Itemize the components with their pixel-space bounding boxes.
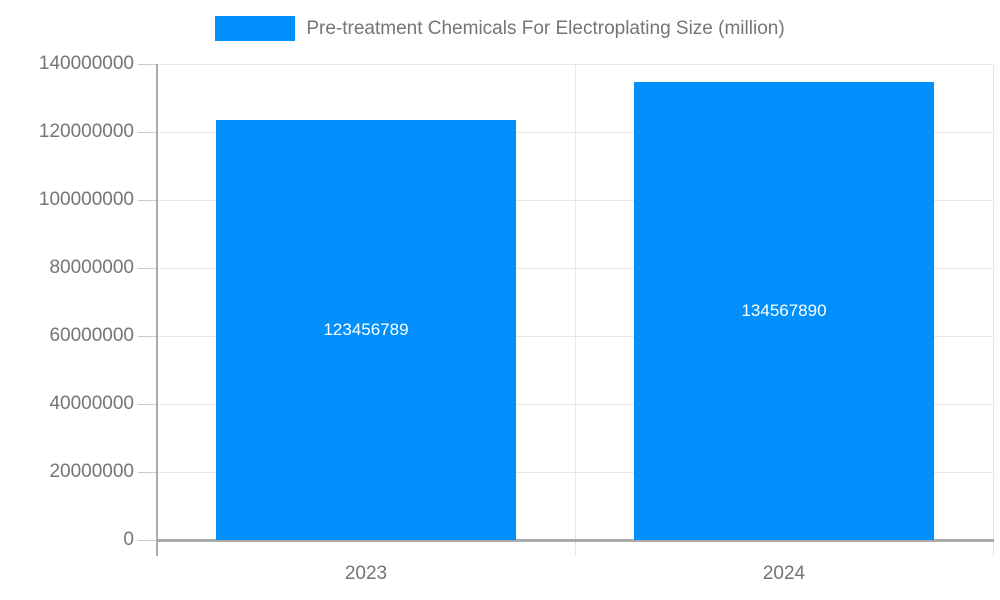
y-tick-mark xyxy=(138,540,157,541)
y-tick-mark xyxy=(138,472,157,473)
y-tick-mark xyxy=(138,268,157,269)
legend-swatch-icon xyxy=(215,16,296,41)
x-gridline xyxy=(993,64,994,556)
x-axis-tick-label: 2024 xyxy=(762,563,806,584)
y-axis-line xyxy=(156,64,158,556)
y-tick-mark xyxy=(138,336,157,337)
y-axis-tick-label: 140000000 xyxy=(38,53,134,74)
y-axis-tick-label: 60000000 xyxy=(49,325,134,346)
y-axis-tick-label: 80000000 xyxy=(49,257,134,278)
x-axis-tick-label: 2023 xyxy=(344,563,388,584)
y-axis-tick-label: 100000000 xyxy=(38,189,134,210)
bar-value-label: 134567890 xyxy=(741,301,827,320)
x-gridline xyxy=(575,64,576,556)
y-tick-mark xyxy=(138,64,157,65)
y-axis-tick-label: 20000000 xyxy=(49,461,134,482)
bar-value-label: 123456789 xyxy=(323,320,409,339)
y-axis-tick-label: 40000000 xyxy=(49,393,134,414)
bar-2024[interactable] xyxy=(634,82,934,540)
x-axis-line xyxy=(156,539,994,542)
y-tick-mark xyxy=(138,132,157,133)
y-axis-tick-label: 0 xyxy=(123,529,134,550)
y-tick-mark xyxy=(138,404,157,405)
bar-2023[interactable] xyxy=(216,120,516,540)
y-axis-tick-label: 120000000 xyxy=(38,121,134,142)
legend[interactable]: Pre-treatment Chemicals For Electroplati… xyxy=(0,16,1000,41)
y-tick-mark xyxy=(138,200,157,201)
legend-label: Pre-treatment Chemicals For Electroplati… xyxy=(306,18,785,39)
